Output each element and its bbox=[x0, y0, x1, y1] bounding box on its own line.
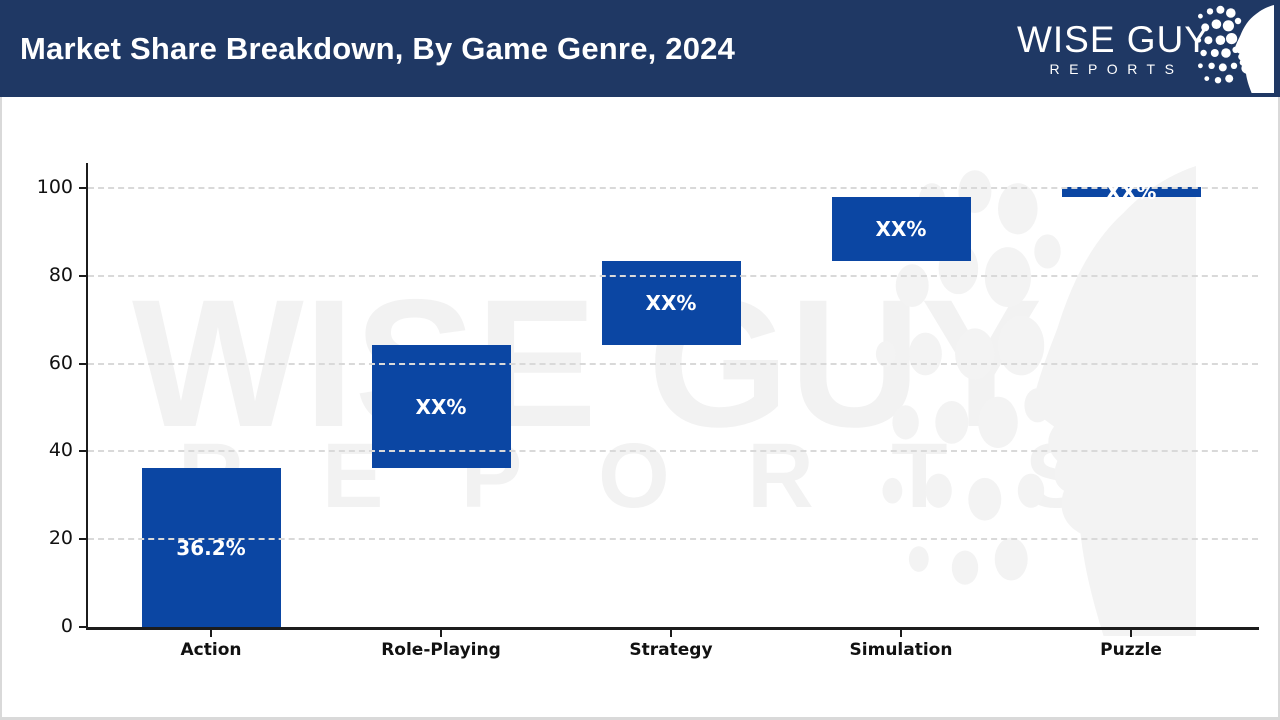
y-tickmark-100 bbox=[79, 187, 88, 189]
bar-puzzle bbox=[1061, 186, 1201, 197]
bar-value-label-2: XX% bbox=[645, 291, 697, 316]
header-bar: Market Share Breakdown, By Game Genre, 2… bbox=[0, 0, 1280, 97]
y-axis-line bbox=[86, 163, 88, 629]
y-tickmark-40 bbox=[79, 450, 88, 453]
gridline-100 bbox=[88, 187, 1258, 189]
y-tick-label-0: 0 bbox=[60, 615, 73, 637]
y-tick-label-20: 20 bbox=[48, 527, 73, 550]
x-tickmark-0 bbox=[210, 629, 212, 637]
bar-action bbox=[141, 468, 281, 627]
y-tick-label-40: 40 bbox=[48, 439, 73, 462]
bar-value-label-3: XX% bbox=[875, 216, 927, 241]
right-edge-border bbox=[1278, 97, 1280, 720]
wiseguy-logo: WISE GUY REPORTS bbox=[1017, 2, 1274, 95]
x-tickmark-2 bbox=[670, 629, 672, 637]
bottom-edge-border bbox=[0, 717, 1280, 720]
y-tickmark-20 bbox=[79, 538, 88, 541]
y-tickmark-60 bbox=[79, 362, 88, 365]
bar-role-playing bbox=[371, 345, 511, 469]
x-tickmark-3 bbox=[900, 629, 902, 637]
y-tickmark-0 bbox=[79, 626, 88, 628]
x-tick-label-0: Action bbox=[180, 640, 242, 660]
y-tickmark-80 bbox=[79, 274, 88, 277]
x-tick-label-2: Strategy bbox=[629, 640, 713, 660]
y-tick-label-100: 100 bbox=[36, 176, 73, 198]
logo-wordmark: WISE GUY bbox=[1016, 18, 1210, 60]
y-tick-label-80: 80 bbox=[48, 263, 73, 286]
x-tick-label-4: Puzzle bbox=[1100, 640, 1162, 660]
gridline-60 bbox=[88, 362, 1258, 365]
bar-simulation bbox=[831, 196, 971, 261]
x-tickmark-4 bbox=[1130, 629, 1132, 637]
wiseguy-logo-text: WISE GUY REPORTS bbox=[1017, 21, 1210, 77]
gridline-20 bbox=[88, 538, 1258, 541]
bar-value-label-0: 36.2% bbox=[176, 535, 246, 560]
x-axis-line bbox=[86, 627, 1259, 630]
gridline-80 bbox=[88, 274, 1258, 277]
x-tick-label-1: Role-Playing bbox=[381, 640, 501, 660]
gridline-40 bbox=[88, 450, 1258, 453]
logo-subtitle: REPORTS bbox=[1049, 60, 1184, 77]
x-tickmark-1 bbox=[440, 629, 442, 637]
page-title: Market Share Breakdown, By Game Genre, 2… bbox=[20, 30, 736, 66]
y-tick-label-60: 60 bbox=[48, 351, 73, 374]
bar-value-label-1: XX% bbox=[415, 394, 467, 419]
left-edge-border bbox=[0, 97, 2, 720]
bar-value-label-4: XX% bbox=[1105, 179, 1157, 204]
x-tick-label-3: Simulation bbox=[849, 640, 953, 660]
